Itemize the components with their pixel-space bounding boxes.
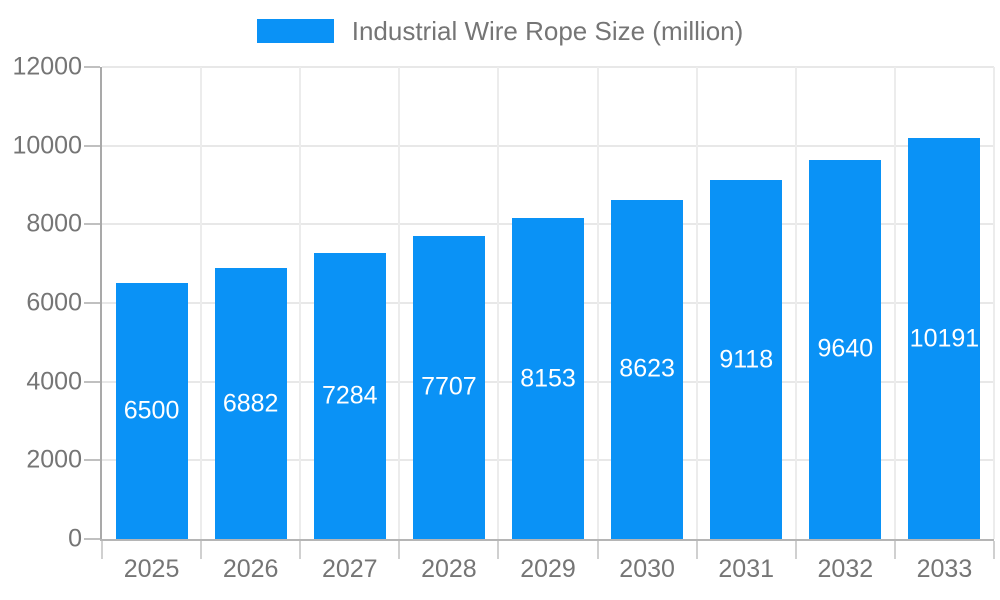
y-tick-label: 2000	[26, 445, 82, 474]
y-tick-label: 10000	[12, 131, 82, 160]
bar-2031[interactable]	[710, 180, 783, 539]
x-axis-tick	[101, 541, 103, 559]
x-gridline	[993, 67, 995, 539]
bar-value-label: 7707	[421, 372, 477, 401]
bar-2032[interactable]	[809, 159, 882, 539]
bar-value-label: 7284	[321, 381, 378, 410]
x-gridline	[596, 67, 599, 539]
bar-value-label: 8153	[520, 364, 576, 393]
y-tick-label: 12000	[12, 52, 82, 81]
x-axis-line	[100, 539, 994, 541]
legend[interactable]: Industrial Wire Rope Size (million)	[0, 18, 1000, 44]
x-gridline	[497, 67, 500, 539]
bar-2025[interactable]	[115, 283, 188, 539]
legend-label: Industrial Wire Rope Size (million)	[351, 16, 744, 46]
bar-value-label: 9640	[817, 334, 874, 363]
bar-value-label: 8623	[619, 354, 675, 383]
bar-value-label: 6882	[222, 389, 279, 418]
x-axis-tick	[993, 541, 995, 559]
y-axis-tick	[84, 66, 100, 68]
x-tick-label: 2026	[222, 555, 279, 583]
x-gridline	[398, 67, 401, 539]
y-tick-label: 8000	[26, 209, 82, 238]
bar-2033[interactable]	[908, 138, 981, 539]
y-axis-tick	[84, 538, 100, 540]
x-tick-label: 2033	[916, 555, 973, 583]
x-gridline	[695, 67, 698, 539]
bar-2028[interactable]	[412, 235, 485, 539]
x-gridline	[200, 67, 203, 539]
x-axis-tick	[695, 541, 698, 559]
x-tick-label: 2032	[817, 555, 874, 583]
x-axis-tick	[299, 541, 302, 559]
x-axis-tick	[398, 541, 401, 559]
bar-2026[interactable]	[214, 268, 287, 539]
x-tick-label: 2027	[321, 555, 378, 583]
x-tick-label: 2028	[421, 555, 477, 583]
bar-2029[interactable]	[512, 218, 584, 539]
bar-value-label: 6500	[123, 396, 180, 425]
bar-value-label: 9118	[719, 345, 774, 374]
x-gridline	[794, 67, 797, 539]
plot-area: 0 2000 4000 6000 8000 10000 12000 6500 2025 6882 2…	[12, 54, 995, 582]
x-gridline	[893, 67, 896, 539]
y-tick-label: 4000	[26, 367, 82, 396]
bar-value-label: 10191	[909, 324, 980, 353]
x-axis-tick	[596, 541, 599, 559]
y-axis-line	[100, 67, 102, 539]
x-tick-label: 2025	[123, 555, 180, 583]
y-axis-tick	[84, 380, 100, 383]
legend-swatch-icon	[256, 19, 334, 43]
bar-2030[interactable]	[611, 199, 684, 539]
y-tick-label: 0	[68, 524, 82, 553]
y-axis-tick	[84, 459, 100, 462]
y-gridline	[102, 144, 994, 147]
x-axis-tick	[200, 541, 203, 559]
y-tick-label: 6000	[26, 288, 82, 317]
x-axis-tick	[794, 541, 797, 559]
x-tick-label: 2029	[520, 555, 576, 583]
x-axis-tick	[497, 541, 500, 559]
y-gridline	[102, 66, 994, 68]
x-tick-label: 2031	[718, 555, 775, 583]
y-axis-tick	[84, 144, 100, 147]
y-axis-tick	[84, 302, 100, 304]
x-axis-tick	[893, 541, 896, 559]
x-tick-label: 2030	[619, 555, 675, 583]
bar-2027[interactable]	[313, 252, 386, 539]
y-axis-tick	[84, 223, 100, 226]
x-gridline	[299, 67, 302, 539]
